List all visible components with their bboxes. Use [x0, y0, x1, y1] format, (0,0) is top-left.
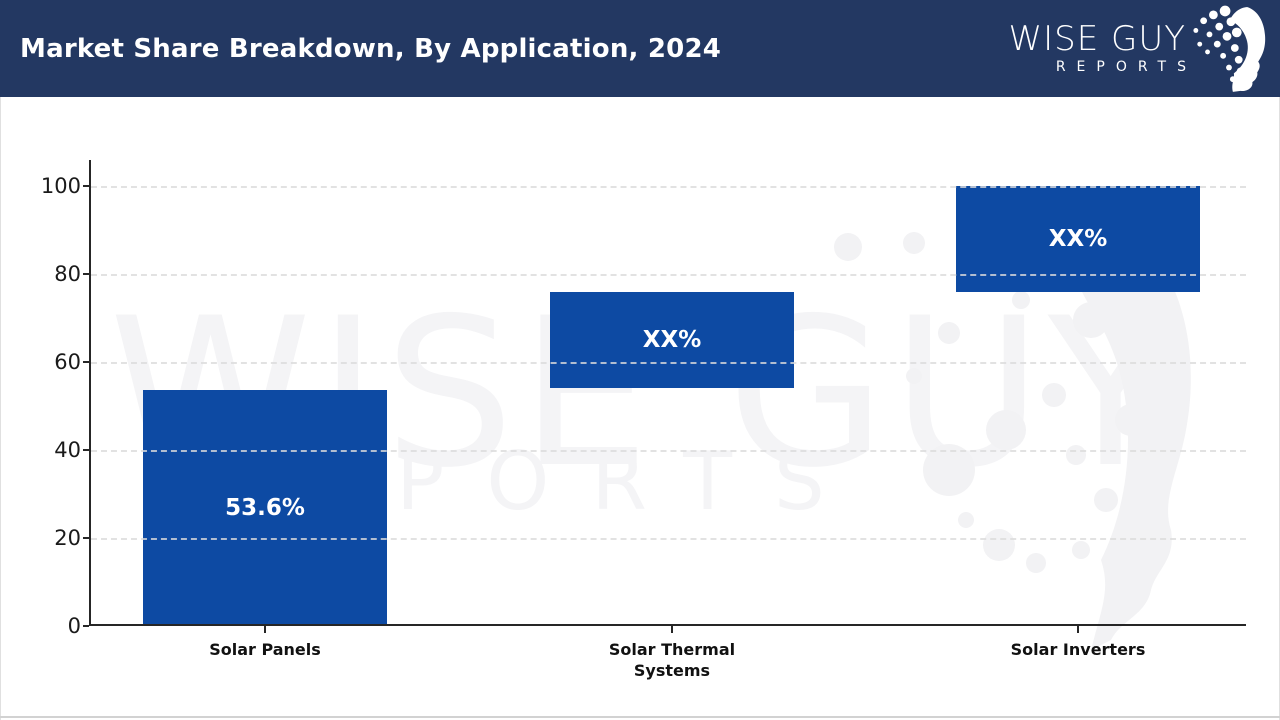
y-tick-mark: [83, 273, 89, 275]
bar-value-label: XX%: [642, 326, 702, 353]
x-category-label-solar-inverters: Solar Inverters: [1010, 640, 1146, 659]
y-tick-label: 80: [54, 262, 81, 286]
x-axis-line: [89, 624, 1246, 626]
header-bar: Market Share Breakdown, By Application, …: [0, 0, 1280, 97]
wiseguy-logo: WISE GUY REPORTS: [1008, 5, 1266, 93]
y-tick-label: 100: [40, 174, 81, 198]
x-tick-mark: [264, 626, 266, 633]
x-tick-mark: [671, 626, 673, 633]
y-tick-mark: [83, 537, 89, 539]
bottom-border: [0, 716, 1280, 718]
gridline-60: [91, 362, 1246, 364]
gridline-80: [91, 274, 1246, 276]
y-tick-mark: [83, 185, 89, 187]
y-tick-label: 20: [54, 526, 81, 550]
bar-solar-thermal-systems: XX%: [550, 291, 794, 389]
gridline-40: [91, 450, 1246, 452]
y-tick-label: 0: [67, 614, 81, 638]
y-tick-label: 40: [54, 438, 81, 462]
x-tick-mark: [1077, 626, 1079, 633]
logo-subtext: REPORTS: [1055, 59, 1197, 76]
y-tick-label: 60: [54, 350, 81, 374]
bar-solar-panels: 53.6%: [143, 390, 387, 626]
bar-value-label: 53.6%: [225, 495, 305, 522]
chart-area: WISE GUY REPORTS 0 20 40 60 80 100 53.6% Solar …: [0, 97, 1280, 720]
bar-value-label: XX%: [1048, 225, 1108, 252]
x-category-label-solar-panels: Solar Panels: [209, 640, 321, 659]
y-tick-mark: [83, 361, 89, 363]
x-category-label-solar-thermal-systems: Solar Thermal Systems: [608, 640, 736, 680]
gridline-100: [91, 186, 1246, 188]
y-axis-line: [89, 160, 91, 626]
y-tick-mark: [83, 625, 89, 627]
logo-head-icon: [1193, 5, 1266, 92]
logo-wordmark-block: WISE GUY REPORTS: [1008, 18, 1186, 75]
bar-solar-inverters: XX%: [956, 186, 1200, 292]
y-tick-mark: [83, 449, 89, 451]
logo-wordmark: WISE GUY: [1008, 18, 1186, 59]
chart-title: Market Share Breakdown, By Application, …: [20, 33, 722, 64]
gridline-20: [91, 538, 1246, 540]
